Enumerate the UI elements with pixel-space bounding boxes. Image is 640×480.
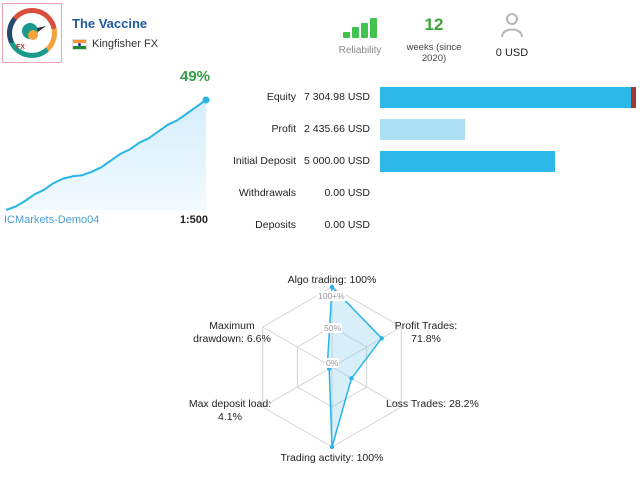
bar-fill xyxy=(380,118,466,140)
radar-label-profit-trades: Profit Trades: 71.8% xyxy=(394,320,458,345)
signal-logo-box[interactable]: FX xyxy=(2,3,62,63)
stat-value: 2 435.66 USD xyxy=(304,123,370,135)
kingfisher-bird-icon xyxy=(22,23,46,40)
stat-row-equity: Equity 7 304.98 USD xyxy=(220,81,636,113)
subscriber-person-icon xyxy=(501,13,523,38)
radar-label-loss-trades: Loss Trades: 28.2% xyxy=(386,398,479,410)
reliability-bars-icon xyxy=(336,18,384,38)
growth-chart xyxy=(5,96,210,211)
stat-value: 5 000.00 USD xyxy=(304,155,370,167)
growth-panel: 49% ICMarkets-Demo04 1:500 xyxy=(0,64,232,234)
stat-label: Deposits xyxy=(255,219,296,231)
author-name: Kingfisher FX xyxy=(92,38,159,50)
stats-table: Equity 7 304.98 USD Profit 2 435.66 USD … xyxy=(220,81,636,241)
profit-bar xyxy=(380,118,636,140)
radar-label-maximum-drawdown: Maximum drawdown: 6.6% xyxy=(193,320,271,345)
price-value: 0 USD xyxy=(495,47,529,59)
signal-title[interactable]: The Vaccine xyxy=(72,16,148,31)
logo-fx-text: FX xyxy=(16,44,25,51)
leverage-value: 1:500 xyxy=(179,214,208,226)
radar-ring-label-0: 0% xyxy=(325,358,340,368)
radar-label-trading-activity: Trading activity: 100% xyxy=(280,452,384,464)
reliability-label: Reliability xyxy=(338,45,382,56)
stat-value: 0.00 USD xyxy=(324,187,370,199)
radar-ring-label-50: 50% xyxy=(323,323,343,333)
reliability-block: Reliability xyxy=(336,18,384,56)
radar-label-algo-trading: Algo trading: 100% xyxy=(287,274,377,286)
signal-author: Kingfisher FX xyxy=(72,38,158,50)
deposits-bar xyxy=(380,215,636,236)
equity-bar-cap xyxy=(631,86,636,108)
kingfisher-fx-logo: FX xyxy=(7,8,57,58)
stat-row-initial-deposit: Initial Deposit 5 000.00 USD xyxy=(220,145,636,177)
equity-bar xyxy=(380,86,636,108)
stat-row-profit: Profit 2 435.66 USD xyxy=(220,113,636,145)
radar-ring-label-100: 100+% xyxy=(317,291,346,301)
weeks-label: weeks (since 2020) xyxy=(406,42,462,64)
radar-label-max-deposit-load: Max deposit load: 4.1% xyxy=(188,398,272,423)
stat-label: Withdrawals xyxy=(238,187,296,199)
bar-fill xyxy=(380,150,556,172)
bar-fill xyxy=(380,86,636,108)
stat-value: 0.00 USD xyxy=(324,219,370,231)
withdrawals-bar xyxy=(380,183,636,204)
stat-label: Initial Deposit xyxy=(232,155,296,167)
india-flag-icon xyxy=(72,38,87,50)
server-name[interactable]: ICMarkets-Demo04 xyxy=(4,214,100,226)
initial-deposit-bar xyxy=(380,150,636,172)
stat-row-withdrawals: Withdrawals 0.00 USD xyxy=(220,177,636,209)
weeks-value: 12 xyxy=(424,15,444,34)
weeks-block: 12 weeks (since 2020) xyxy=(398,15,470,64)
stat-label: Profit xyxy=(271,123,296,135)
radar-section: Algo trading: 100% Profit Trades: 71.8% … xyxy=(0,268,640,480)
growth-percent: 49% xyxy=(179,68,211,85)
stat-label: Equity xyxy=(266,91,296,103)
stat-row-deposits: Deposits 0.00 USD xyxy=(220,209,636,241)
server-row: ICMarkets-Demo04 1:500 xyxy=(4,214,208,226)
price-block: 0 USD xyxy=(482,12,542,59)
stat-value: 7 304.98 USD xyxy=(304,91,370,103)
